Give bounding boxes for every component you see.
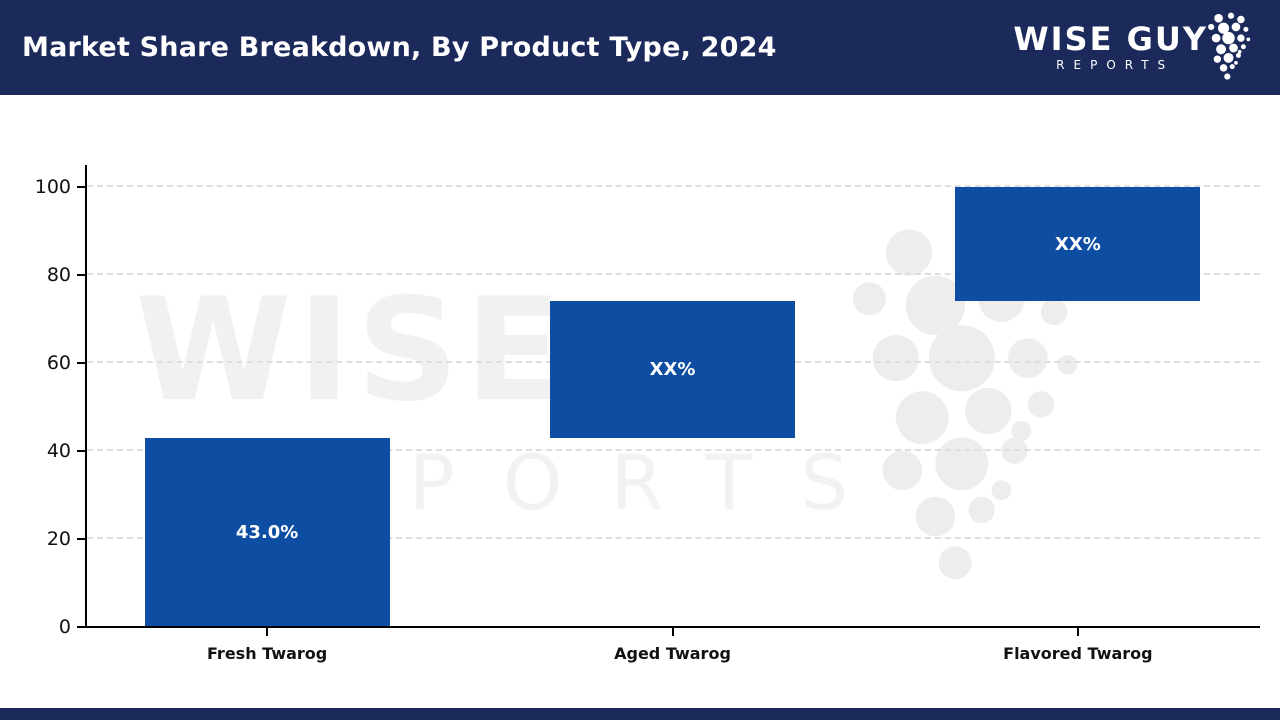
brand-head-icon: [1208, 12, 1251, 80]
y-tick-label: 80: [46, 264, 71, 286]
bar-value-label: XX%: [1054, 233, 1101, 255]
brand-logo: WISE GUY REPORTS: [1013, 10, 1262, 86]
x-tick-label: Fresh Twarog: [207, 644, 328, 663]
plot-area: 0 20 40 60 80 100 43.0% Fresh Twarog XX% Aged Twa…: [35, 165, 1260, 663]
bar-value-label: 43.0%: [235, 521, 299, 543]
footer-bar: [0, 708, 1280, 720]
y-tick-mark: [77, 538, 85, 540]
y-gridline: [87, 449, 1260, 451]
x-tick-label: Aged Twarog: [614, 644, 731, 663]
x-tick-mark: [1076, 628, 1079, 636]
y-tick-label: 20: [46, 528, 71, 550]
y-tick-label: 0: [58, 616, 71, 638]
x-tick-mark: [266, 628, 269, 636]
bar-2: XX%: [550, 301, 795, 438]
y-gridline: [87, 273, 1260, 275]
brand-name: WISE GUY: [1013, 19, 1208, 58]
y-tick-mark: [77, 362, 85, 364]
y-tick-mark: [77, 274, 85, 276]
y-tick-label: 40: [46, 440, 71, 462]
y-tick-mark: [77, 626, 85, 628]
y-tick-label: 100: [34, 176, 71, 198]
y-gridline: [87, 185, 1260, 187]
brand-text: WISE GUY REPORTS: [1013, 19, 1208, 73]
y-tick-mark: [77, 186, 85, 188]
y-tick-mark: [77, 450, 85, 452]
chart-title: Market Share Breakdown, By Product Type,…: [22, 32, 777, 63]
x-tick-mark: [671, 628, 674, 636]
bar-value-label: XX%: [649, 359, 696, 381]
y-gridline: [87, 537, 1260, 539]
brand-subtitle: REPORTS: [1056, 58, 1175, 73]
y-axis: [85, 165, 87, 627]
x-tick-label: Flavored Twarog: [1003, 644, 1153, 663]
header-bar: Market Share Breakdown, By Product Type,…: [0, 0, 1280, 95]
x-axis: [85, 626, 1260, 628]
bar-1: 43.0%: [144, 437, 390, 627]
y-tick-label: 60: [46, 352, 71, 374]
bar-3: XX%: [955, 187, 1201, 302]
